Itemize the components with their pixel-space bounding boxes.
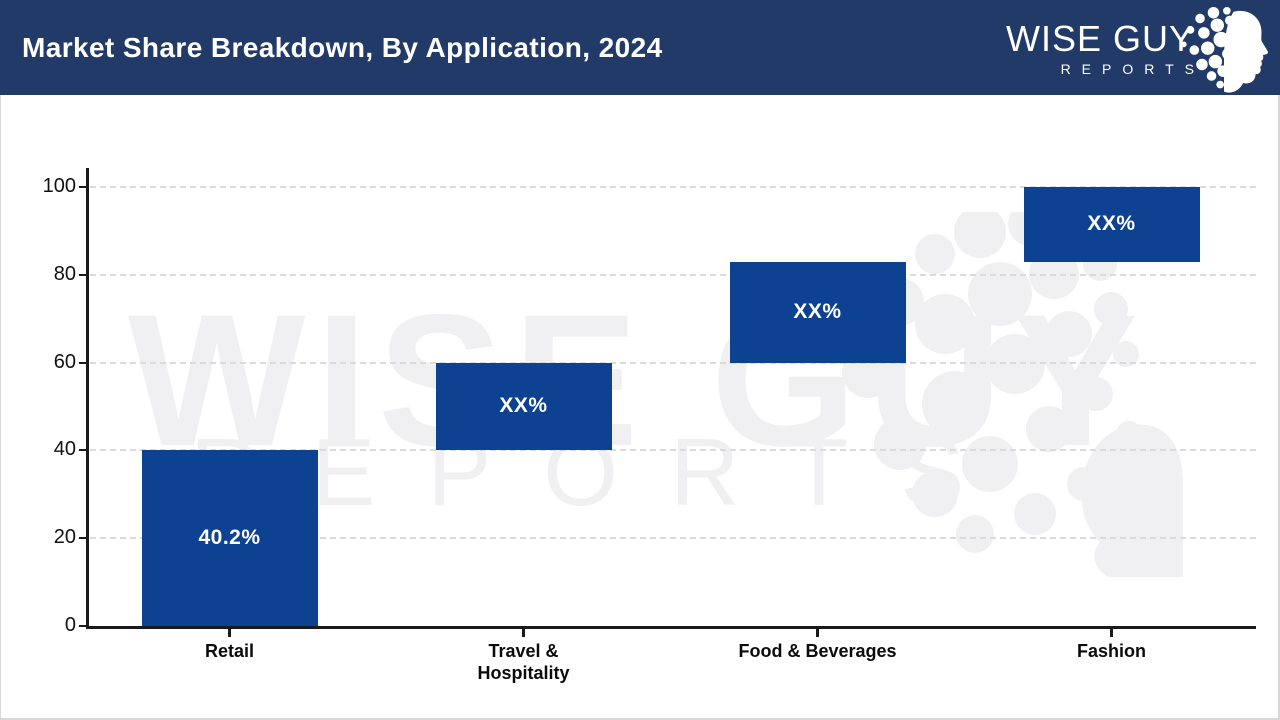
logo-text: WISE GUY REPORTS	[1005, 18, 1194, 78]
x-category-label: Travel & Hospitality	[477, 641, 570, 683]
y-tick-label: 0	[64, 614, 76, 636]
y-tick-label: 40	[53, 438, 76, 461]
logo-name-text: WISE GUY	[1005, 18, 1194, 59]
x-category-label: Fashion	[1076, 641, 1146, 661]
bar-segment-4: XX%	[1023, 187, 1200, 262]
chart-title: Market Share Breakdown, By Application, …	[22, 31, 663, 63]
y-tick-label: 100	[42, 175, 76, 197]
y-tick-label: 60	[53, 350, 76, 373]
y-tick-mark	[79, 625, 88, 627]
bar-value-label: XX%	[793, 300, 842, 324]
bar-segment-3: XX%	[729, 261, 906, 363]
bottom-border-line	[0, 718, 1280, 720]
grid-line	[90, 361, 1256, 364]
x-category-label: Retail	[204, 641, 255, 661]
bar-value-label: XX%	[499, 394, 548, 418]
bar-value-label: 40.2%	[198, 525, 261, 549]
y-tick-label: 20	[53, 526, 76, 549]
y-tick-mark	[79, 537, 88, 540]
y-tick-mark	[79, 449, 88, 452]
bar-segment-2: XX%	[435, 362, 612, 450]
x-tick-mark	[522, 629, 525, 637]
x-tick-mark	[228, 629, 231, 637]
right-border-line	[1278, 95, 1280, 720]
y-tick-mark	[79, 273, 88, 276]
y-tick-label: 80	[53, 262, 76, 285]
grid-line	[90, 449, 1256, 452]
x-category-label: Food & Beverages	[738, 641, 897, 661]
bar-segment-1: 40.2%	[141, 449, 318, 626]
x-tick-mark	[1110, 629, 1113, 637]
bar-value-label: XX%	[1087, 212, 1136, 236]
y-axis-line	[86, 168, 89, 629]
x-tick-mark	[816, 629, 819, 637]
x-axis-line	[86, 626, 1256, 629]
y-tick-mark	[79, 186, 88, 188]
wise-guy-reports-logo: WISE GUY REPORTS	[1006, 6, 1272, 93]
grid-line	[90, 186, 1256, 188]
left-border-line	[0, 95, 1, 720]
logo-reports-text: REPORTS	[1060, 61, 1205, 77]
y-tick-mark	[79, 361, 88, 364]
grid-line	[90, 273, 1256, 276]
dotted-head-icon	[1180, 6, 1268, 93]
header-bar: Market Share Breakdown, By Application, …	[0, 0, 1280, 95]
grid-line	[90, 537, 1256, 540]
